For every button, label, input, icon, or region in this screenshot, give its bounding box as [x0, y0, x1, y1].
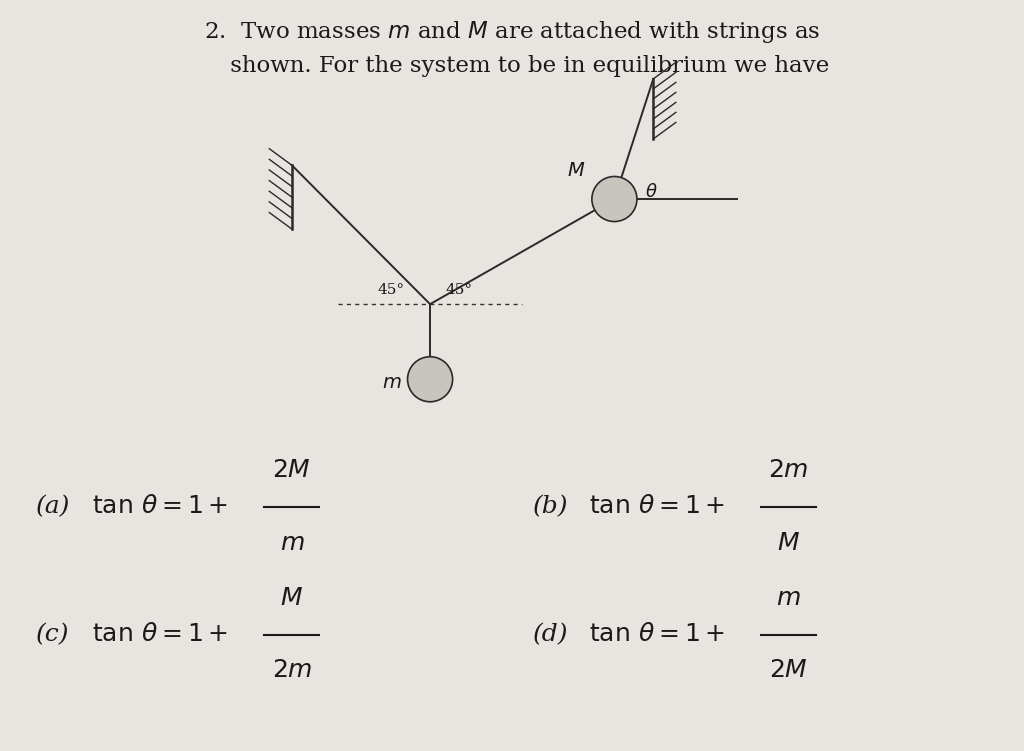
Text: (b): (b)	[532, 496, 568, 518]
Ellipse shape	[592, 176, 637, 222]
Text: 45°: 45°	[445, 282, 472, 297]
Text: (d): (d)	[532, 623, 568, 646]
Text: $\tan\,\theta = 1 + $: $\tan\,\theta = 1 + $	[92, 496, 228, 518]
Text: $\tan\,\theta = 1 + $: $\tan\,\theta = 1 + $	[92, 623, 228, 646]
Text: $\tan\,\theta = 1 + $: $\tan\,\theta = 1 + $	[589, 496, 725, 518]
Text: $\theta$: $\theta$	[645, 182, 657, 201]
Text: (a): (a)	[36, 496, 71, 518]
Text: 45°: 45°	[378, 282, 404, 297]
Text: $\tan\,\theta = 1 + $: $\tan\,\theta = 1 + $	[589, 623, 725, 646]
Ellipse shape	[408, 357, 453, 402]
Text: $\mathit{M}$: $\mathit{M}$	[777, 532, 800, 555]
Text: $\mathit{m}$: $\mathit{m}$	[280, 532, 304, 555]
Text: 2.  Two masses $m$ and $M$ are attached with strings as
     shown. For the syst: 2. Two masses $m$ and $M$ are attached w…	[195, 19, 829, 77]
Text: $\mathit{2M}$: $\mathit{2M}$	[272, 459, 311, 482]
Text: $\mathit{2M}$: $\mathit{2M}$	[769, 659, 808, 683]
Text: $M$: $M$	[567, 162, 586, 180]
Text: $\mathit{M}$: $\mathit{M}$	[281, 587, 303, 610]
Text: $\mathit{2m}$: $\mathit{2m}$	[271, 659, 312, 683]
Text: $\mathit{m}$: $\mathit{m}$	[776, 587, 801, 610]
Text: (c): (c)	[36, 623, 70, 646]
Text: $\mathit{2m}$: $\mathit{2m}$	[768, 459, 809, 482]
Text: $m$: $m$	[382, 374, 401, 392]
